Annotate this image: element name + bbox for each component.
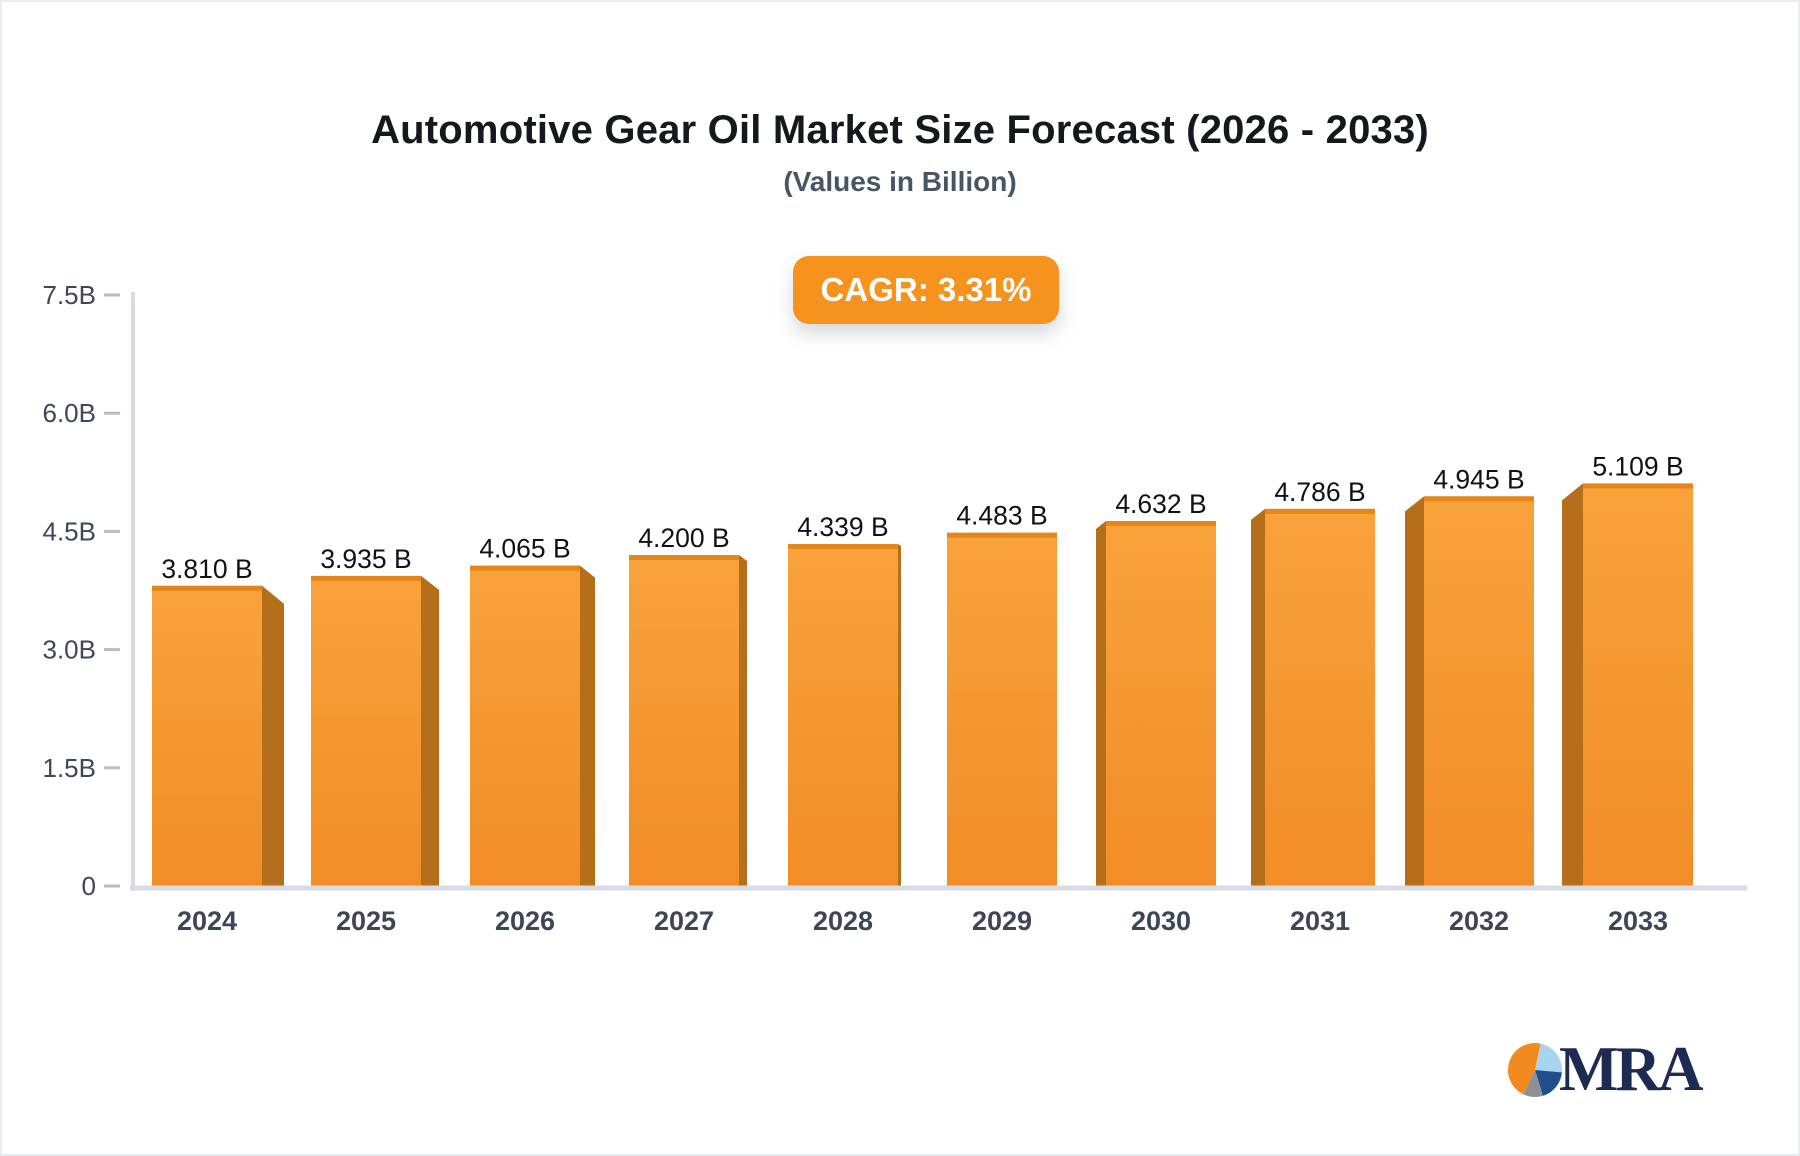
y-tick-label: 7.5B <box>43 280 97 310</box>
dark-blue-slice <box>1535 1069 1562 1096</box>
bar-side-face <box>898 544 901 890</box>
bar <box>470 565 580 889</box>
bar-value-label: 4.786 B <box>1274 477 1365 507</box>
orange-slice <box>1508 1042 1541 1094</box>
bar-top-edge <box>788 544 898 550</box>
bar-top-edge <box>1583 483 1693 489</box>
bar-value-label: 4.339 B <box>797 512 888 542</box>
y-tick-label: 0 <box>82 871 96 901</box>
bar-side-face <box>580 565 595 890</box>
bar-value-label: 5.109 B <box>1592 451 1683 481</box>
bar-top-edge <box>152 585 262 591</box>
bar-side-face <box>421 575 439 890</box>
bar <box>1265 508 1375 889</box>
x-tick-label: 2030 <box>1131 906 1191 936</box>
x-tick-label: 2031 <box>1290 906 1350 936</box>
y-tick-label: 3.0B <box>43 635 97 665</box>
x-tick-label: 2027 <box>654 906 714 936</box>
x-tick-label: 2024 <box>177 906 237 936</box>
y-tick-label: 6.0B <box>43 398 97 428</box>
bar-top-edge <box>1106 520 1216 526</box>
bar-value-label: 4.483 B <box>956 501 1047 531</box>
bar <box>311 575 421 889</box>
chart-title: Automotive Gear Oil Market Size Forecast… <box>371 108 1429 152</box>
bar-value-label: 4.065 B <box>479 534 570 564</box>
logo-text: MRA <box>1559 1034 1703 1104</box>
bar <box>152 585 262 889</box>
x-tick-label: 2026 <box>495 906 555 936</box>
bar-value-label: 3.810 B <box>161 554 252 584</box>
pie-chart-logo-icon <box>1508 1042 1562 1097</box>
bar <box>1106 520 1216 889</box>
bar-top-edge <box>470 565 580 571</box>
chart-subtitle: (Values in Billion) <box>783 166 1017 197</box>
light-blue-slice <box>1535 1043 1562 1072</box>
gray-slice <box>1523 1069 1543 1097</box>
bar-value-label: 4.632 B <box>1115 489 1206 519</box>
bar-side-face <box>739 555 747 890</box>
cagr-badge: CAGR: 3.31% <box>793 256 1059 324</box>
bar-top-edge <box>1424 496 1534 502</box>
bar <box>629 555 739 889</box>
y-tick-label: 4.5B <box>43 516 97 546</box>
x-tick-label: 2025 <box>336 906 396 936</box>
y-tick-label: 1.5B <box>43 753 97 783</box>
bar-side-face <box>1251 508 1265 890</box>
bar-top-edge <box>629 555 739 561</box>
bar <box>947 532 1057 889</box>
bar-value-label: 4.945 B <box>1433 464 1524 494</box>
bar <box>1424 496 1534 889</box>
bar-side-face <box>1562 483 1583 890</box>
bar-top-edge <box>1265 508 1375 514</box>
mra-logo: MRA <box>1506 1034 1703 1104</box>
bar-value-label: 3.935 B <box>320 544 411 574</box>
bar-side-face <box>1096 520 1106 890</box>
bar-top-edge <box>947 532 1057 538</box>
bar-side-face <box>262 585 284 890</box>
x-tick-label: 2028 <box>813 906 873 936</box>
bar-value-label: 4.200 B <box>638 523 729 553</box>
x-tick-label: 2032 <box>1449 906 1509 936</box>
bar-side-face <box>1405 496 1424 890</box>
bar-top-edge <box>311 575 421 581</box>
bar <box>1583 483 1693 889</box>
x-tick-label: 2029 <box>972 906 1032 936</box>
bar <box>788 544 898 889</box>
x-tick-label: 2033 <box>1608 906 1668 936</box>
